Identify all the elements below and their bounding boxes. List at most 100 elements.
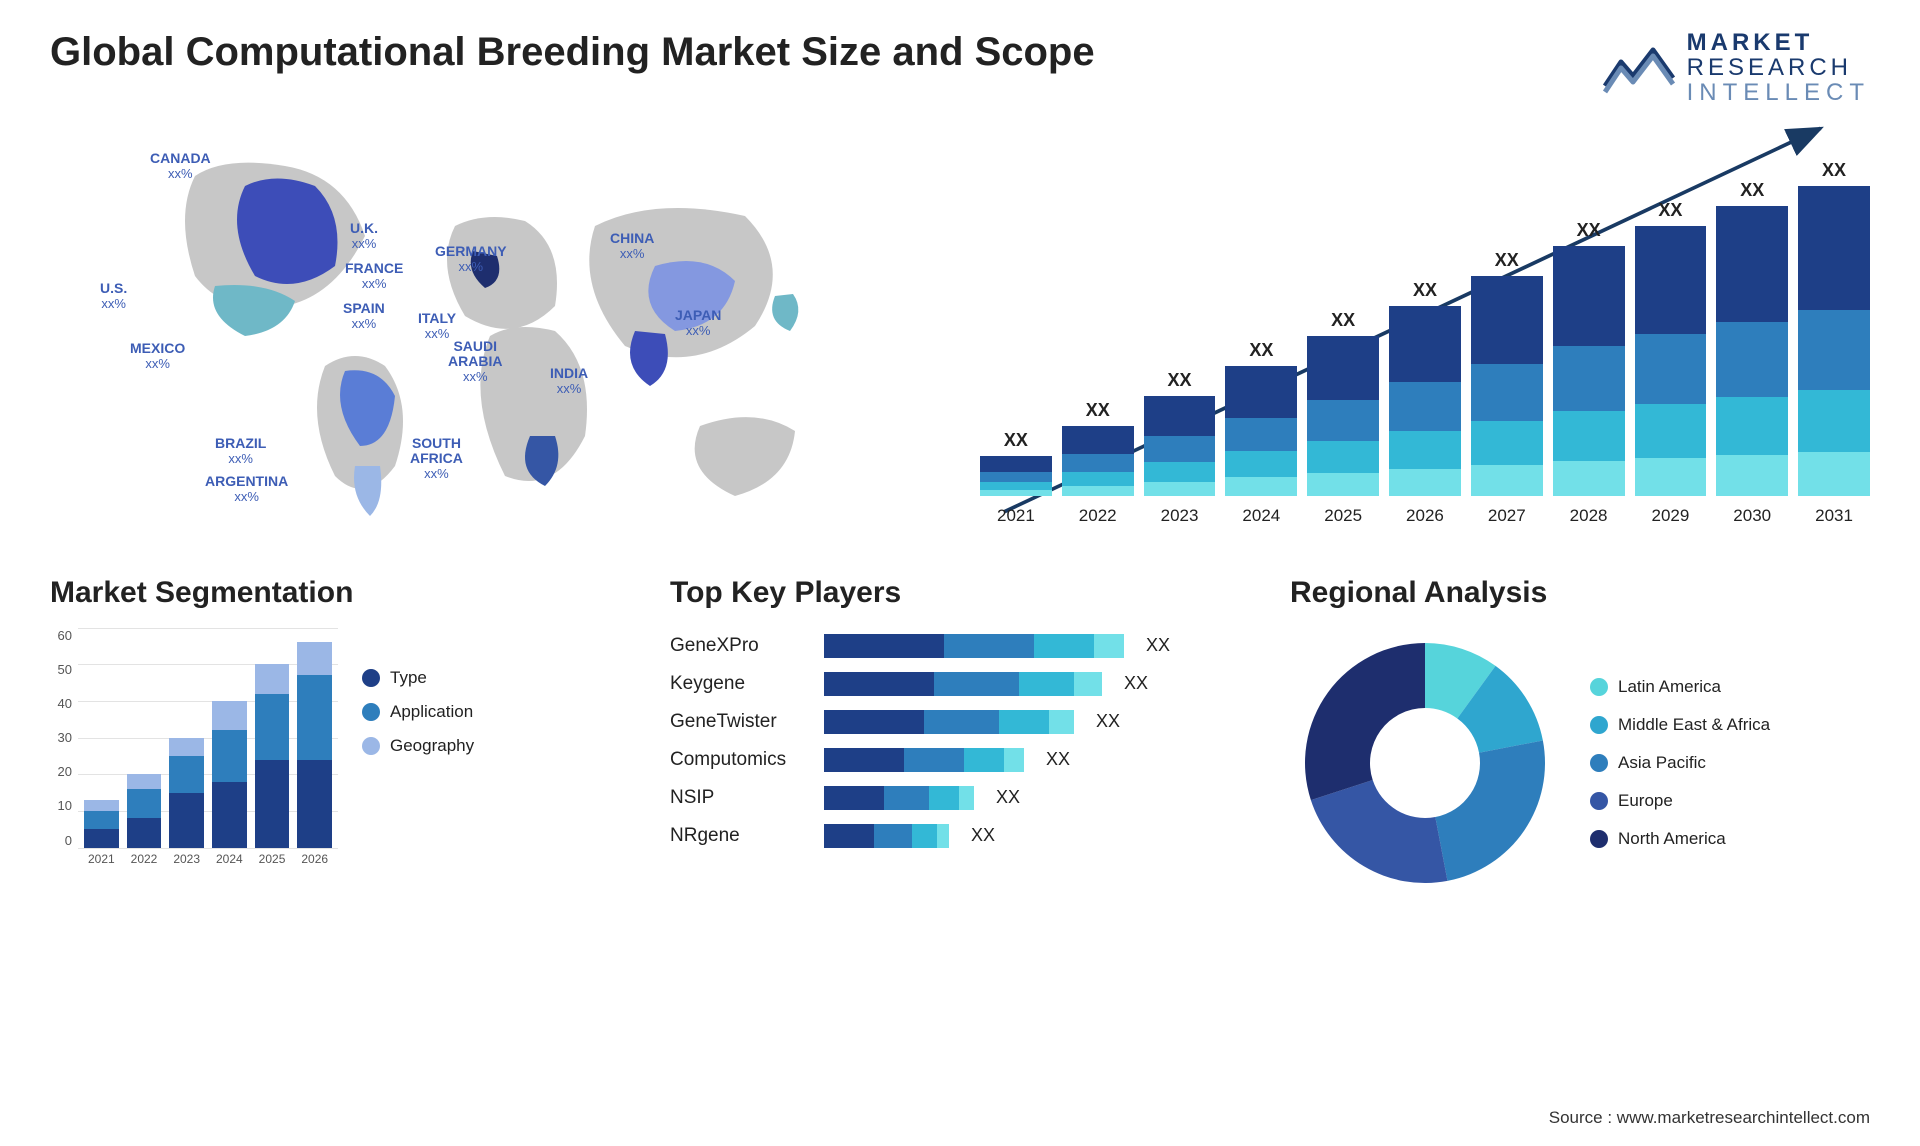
map-label: GERMANYxx% (435, 244, 507, 275)
main-bar-value: XX (1062, 400, 1134, 421)
main-bar-value: XX (1471, 250, 1543, 271)
main-x-label: 2026 (1389, 506, 1461, 526)
player-value: XX (1096, 711, 1120, 732)
seg-bar (169, 738, 204, 848)
seg-bar (84, 800, 119, 848)
main-bar-value: XX (1389, 280, 1461, 301)
main-bar-value: XX (1144, 370, 1216, 391)
seg-bar (127, 774, 162, 847)
seg-x-label: 2025 (255, 852, 290, 866)
players-section: Top Key Players GeneXProXXKeygeneXXGeneT… (670, 576, 1250, 898)
logo-icon (1603, 42, 1675, 94)
player-name: Computomics (670, 749, 810, 771)
main-x-label: 2029 (1635, 506, 1707, 526)
player-name: Keygene (670, 673, 810, 695)
main-bar-value: XX (1635, 200, 1707, 221)
main-bar: XX (1471, 276, 1543, 496)
map-label: CHINAxx% (610, 231, 654, 262)
player-row: GeneTwister XX (670, 710, 1250, 734)
main-x-label: 2025 (1307, 506, 1379, 526)
main-bar-value: XX (1553, 220, 1625, 241)
main-bar-value: XX (1307, 310, 1379, 331)
players-title: Top Key Players (670, 576, 1250, 610)
map-label: SOUTHAFRICAxx% (410, 436, 463, 482)
segmentation-section: Market Segmentation 6050403020100 2021 20… (50, 576, 630, 898)
seg-x-label: 2024 (212, 852, 247, 866)
seg-x-label: 2023 (169, 852, 204, 866)
main-x-label: 2028 (1553, 506, 1625, 526)
logo-text-3: INTELLECT (1687, 80, 1870, 105)
seg-x-label: 2022 (127, 852, 162, 866)
map-label: U.S.xx% (100, 281, 127, 312)
donut-slice (1311, 780, 1448, 883)
player-row: NSIPXX (670, 786, 1250, 810)
map-label: SPAINxx% (343, 301, 385, 332)
legend-item: Europe (1590, 791, 1770, 811)
world-map-panel: CANADAxx%U.S.xx%MEXICOxx%BRAZILxx%ARGENT… (50, 116, 940, 536)
player-bar (824, 824, 949, 848)
segmentation-legend: Type Application Geography (338, 628, 474, 888)
map-label: BRAZILxx% (215, 436, 266, 467)
main-x-label: 2031 (1798, 506, 1870, 526)
main-x-label: 2023 (1144, 506, 1216, 526)
main-x-label: 2024 (1225, 506, 1297, 526)
main-bar: XX (1062, 426, 1134, 496)
source-attribution: Source : www.marketresearchintellect.com (1549, 1108, 1870, 1128)
main-x-label: 2027 (1471, 506, 1543, 526)
logo: MARKET RESEARCH INTELLECT (1603, 30, 1870, 106)
main-growth-chart: XXXXXXXXXXXXXXXXXXXXXX 20212022202320242… (980, 116, 1870, 536)
map-label: JAPANxx% (675, 308, 721, 339)
map-label: MEXICOxx% (130, 341, 185, 372)
player-value: XX (1146, 635, 1170, 656)
seg-x-label: 2026 (297, 852, 332, 866)
main-bar-value: XX (1716, 180, 1788, 201)
main-x-label: 2021 (980, 506, 1052, 526)
legend-item: Application (362, 702, 474, 722)
map-label: ITALYxx% (418, 311, 456, 342)
legend-item: Geography (362, 736, 474, 756)
map-label: ARGENTINAxx% (205, 474, 288, 505)
player-bar (824, 786, 974, 810)
map-label: INDIAxx% (550, 366, 588, 397)
main-bar: XX (980, 456, 1052, 496)
player-name: GeneTwister (670, 711, 810, 733)
player-name: GeneXPro (670, 635, 810, 657)
segmentation-y-axis: 6050403020100 (50, 628, 78, 848)
regional-donut (1290, 628, 1560, 898)
main-x-label: 2030 (1716, 506, 1788, 526)
seg-bar (297, 642, 332, 847)
logo-text-2: RESEARCH (1687, 55, 1870, 80)
legend-item: Middle East & Africa (1590, 715, 1770, 735)
main-bar: XX (1635, 226, 1707, 496)
player-bar (824, 748, 1024, 772)
seg-x-label: 2021 (84, 852, 119, 866)
main-bar-value: XX (1225, 340, 1297, 361)
main-bar-value: XX (980, 430, 1052, 451)
player-bar (824, 634, 1124, 658)
donut-slice (1305, 643, 1425, 800)
map-label: FRANCExx% (345, 261, 403, 292)
legend-item: Type (362, 668, 474, 688)
map-label: SAUDIARABIAxx% (448, 339, 502, 385)
player-value: XX (971, 825, 995, 846)
legend-item: Latin America (1590, 677, 1770, 697)
legend-item: Asia Pacific (1590, 753, 1770, 773)
page-title: Global Computational Breeding Market Siz… (50, 30, 1095, 75)
player-bar (824, 672, 1102, 696)
regional-legend: Latin America Middle East & Africa Asia Pa… (1590, 677, 1770, 849)
segmentation-title: Market Segmentation (50, 576, 630, 610)
main-bar: XX (1225, 366, 1297, 496)
map-label: U.K.xx% (350, 221, 378, 252)
seg-bar (255, 664, 290, 847)
main-bar: XX (1716, 206, 1788, 496)
player-row: NRgeneXX (670, 824, 1250, 848)
main-bar: XX (1144, 396, 1216, 496)
segmentation-bars (78, 628, 338, 848)
player-row: Computomics XX (670, 748, 1250, 772)
seg-bar (212, 701, 247, 848)
player-row: KeygeneXX (670, 672, 1250, 696)
player-row: GeneXPro XX (670, 634, 1250, 658)
player-value: XX (1046, 749, 1070, 770)
regional-title: Regional Analysis (1290, 576, 1870, 610)
donut-slice (1435, 740, 1545, 880)
